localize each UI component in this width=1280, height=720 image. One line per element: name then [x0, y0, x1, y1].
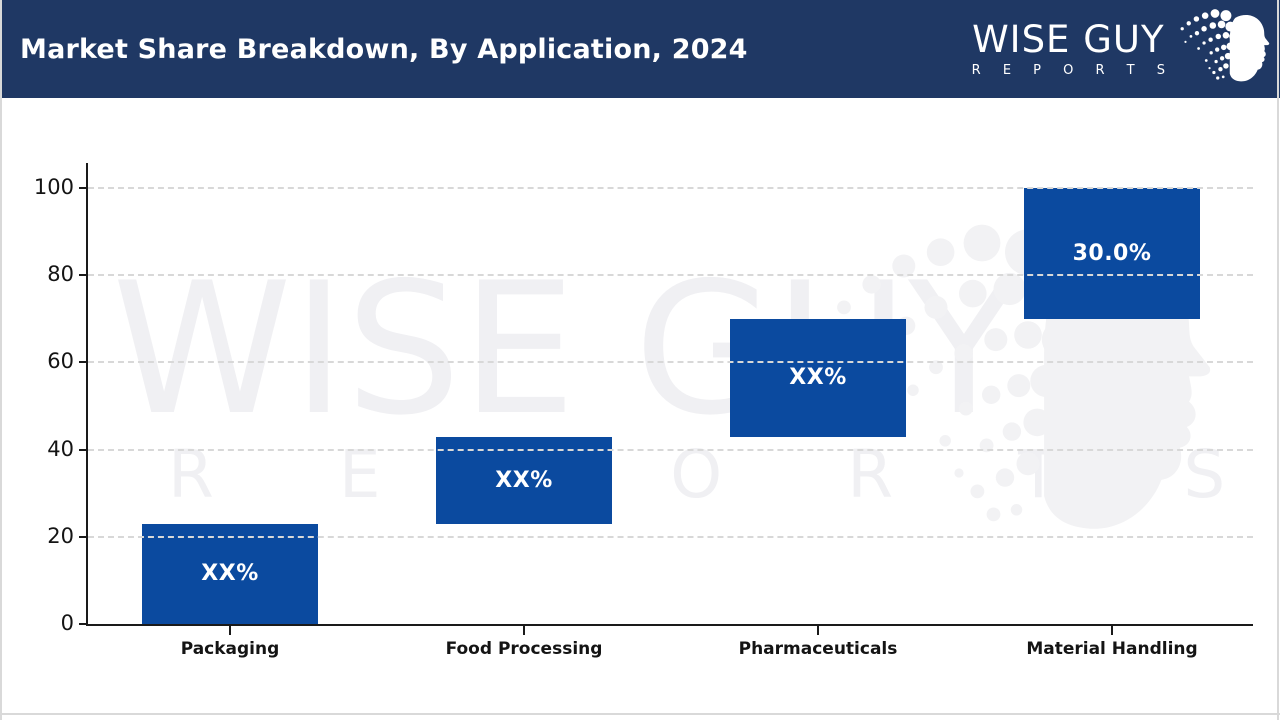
gridline-20 — [88, 535, 1253, 538]
y-tick-label-0: 0 — [60, 611, 74, 635]
gridline-80 — [88, 274, 1253, 277]
gridline-40 — [88, 448, 1253, 451]
x-tick-4 — [1111, 626, 1113, 635]
y-tick-40 — [79, 448, 88, 451]
bar-packaging: XX% — [142, 523, 318, 624]
bar-material-handling: 30.0% — [1024, 188, 1200, 319]
x-axis-spine — [86, 624, 1253, 626]
y-tick-100 — [79, 187, 88, 189]
gridline-100 — [88, 187, 1253, 189]
y-tick-80 — [79, 274, 88, 277]
brand-subname: R E P O R T S — [971, 62, 1174, 78]
y-tick-label-20: 20 — [47, 523, 74, 548]
brand-name: WISE GUY — [972, 17, 1165, 61]
x-category-label: Food Processing — [445, 639, 603, 659]
y-axis-spine — [86, 163, 88, 626]
card-border-bottom — [0, 713, 1280, 715]
x-tick-2 — [523, 626, 525, 635]
card-border-left — [0, 0, 2, 720]
y-tick-0 — [79, 623, 88, 625]
page-title: Market Share Breakdown, By Application, … — [20, 33, 748, 65]
bar-value-label: XX% — [495, 467, 553, 493]
x-category-label: Packaging — [180, 639, 280, 659]
bar-value-label: XX% — [789, 365, 847, 391]
x-category-label: Pharmaceuticals — [738, 639, 898, 659]
y-tick-20 — [79, 535, 88, 538]
gridline-60 — [88, 361, 1253, 364]
x-tick-1 — [229, 626, 231, 635]
bar-value-label: 30.0% — [1072, 240, 1152, 266]
y-tick-label-100: 100 — [33, 175, 74, 199]
y-tick-60 — [79, 361, 88, 364]
brand-face-icon — [1160, 8, 1270, 90]
bar-pharmaceuticals: XX% — [730, 318, 906, 437]
y-tick-label-80: 80 — [47, 262, 74, 287]
card-border-right — [1277, 0, 1279, 720]
brand-logo: WISE GUY R E P O R T S — [963, 8, 1270, 90]
x-category-label: Material Handling — [1026, 639, 1198, 659]
y-tick-label-60: 60 — [47, 349, 74, 374]
bar-value-label: XX% — [201, 561, 259, 587]
x-tick-3 — [817, 626, 819, 635]
y-tick-label-40: 40 — [47, 436, 74, 461]
header-bar: Market Share Breakdown, By Application, … — [0, 0, 1280, 98]
bar-food-processing: XX% — [436, 436, 612, 524]
